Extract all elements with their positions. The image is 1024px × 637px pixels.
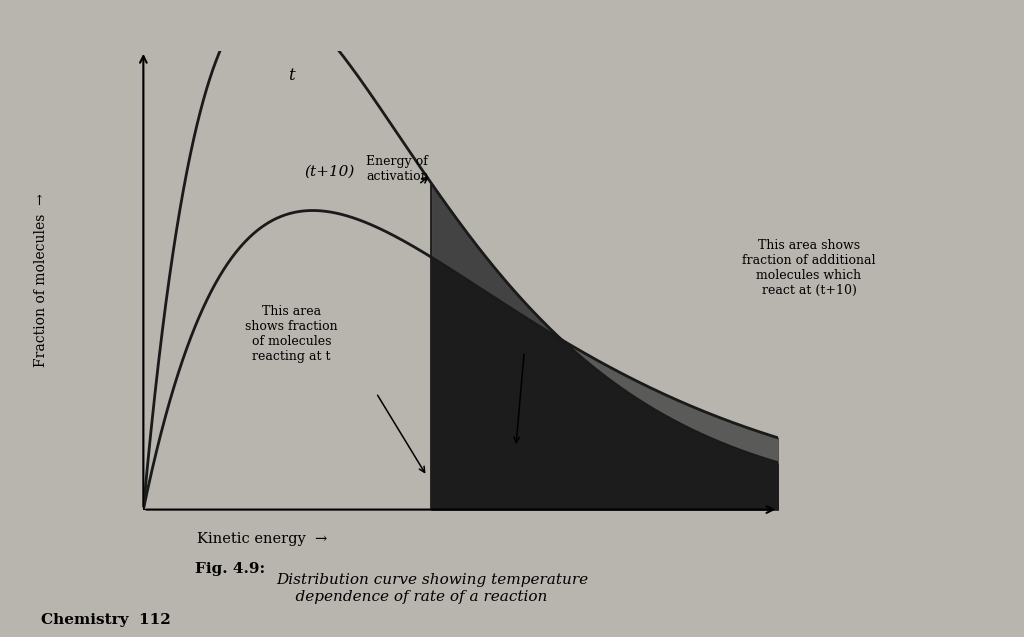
Text: Energy of
activation: Energy of activation [366, 155, 429, 183]
Text: Fig. 4.9:: Fig. 4.9: [195, 562, 264, 576]
Text: (t+10): (t+10) [304, 165, 354, 179]
Text: This area shows
fraction of additional
molecules which
react at (t+10): This area shows fraction of additional m… [742, 238, 876, 297]
Text: Distribution curve showing temperature
    dependence of rate of a reaction: Distribution curve showing temperature d… [276, 573, 589, 603]
Text: This area
shows fraction
of molecules
reacting at t: This area shows fraction of molecules re… [245, 306, 338, 364]
Text: Kinetic energy  →: Kinetic energy → [197, 532, 327, 546]
Text: Chemistry  112: Chemistry 112 [41, 613, 171, 627]
Text: t: t [288, 67, 295, 84]
Text: Fraction of molecules  →: Fraction of molecules → [34, 194, 48, 367]
